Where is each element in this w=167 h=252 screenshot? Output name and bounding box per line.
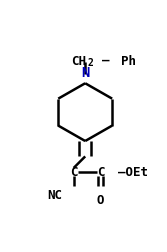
Text: CH: CH [71, 54, 87, 67]
Text: Ph: Ph [121, 54, 136, 67]
Text: 2: 2 [88, 58, 93, 68]
Text: —: — [102, 54, 110, 67]
Text: C: C [97, 166, 104, 179]
Text: O: O [97, 193, 104, 206]
Text: NC: NC [48, 189, 63, 202]
Text: C: C [70, 166, 77, 179]
Text: —OEt: —OEt [118, 166, 148, 179]
Text: N: N [81, 65, 89, 79]
